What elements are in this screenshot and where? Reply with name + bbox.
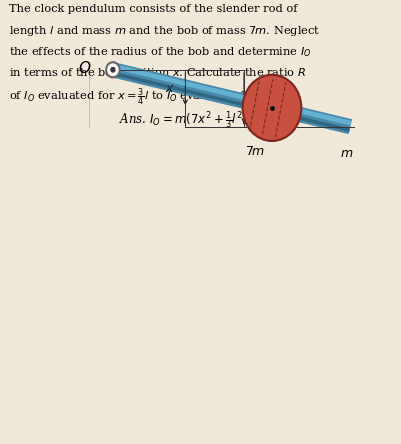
Text: $l$: $l$ [260, 83, 265, 96]
Text: Ans. $I_O = m(7x^2 + \frac{1}{3}l^2)$,  $R = 0.582$: Ans. $I_O = m(7x^2 + \frac{1}{3}l^2)$, $… [119, 110, 314, 131]
Text: The clock pendulum consists of the slender rod of: The clock pendulum consists of the slend… [9, 4, 298, 14]
Text: length $l$ and mass $m$ and the bob of mass $7m$. Neglect: length $l$ and mass $m$ and the bob of m… [9, 24, 321, 38]
Text: $m$: $m$ [340, 147, 353, 159]
Circle shape [243, 75, 301, 141]
Circle shape [108, 64, 118, 75]
Text: $x$: $x$ [165, 82, 174, 95]
Text: the effects of the radius of the bob and determine $I_O$: the effects of the radius of the bob and… [9, 45, 312, 59]
Circle shape [106, 62, 120, 78]
Text: $O$: $O$ [78, 59, 91, 75]
Text: of $I_O$ evaluated for $x = \frac{3}{4}l$ to $I_O$ evaluated for $x = l$.: of $I_O$ evaluated for $x = \frac{3}{4}l… [9, 87, 288, 108]
Circle shape [111, 67, 115, 72]
Text: in terms of the bob position $x$. Calculate the ratio $R$: in terms of the bob position $x$. Calcul… [9, 66, 306, 80]
Text: $7m$: $7m$ [245, 145, 265, 159]
